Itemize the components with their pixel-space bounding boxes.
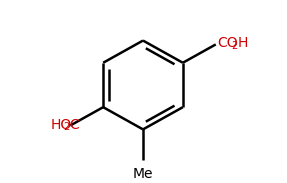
Text: Me: Me [133,167,153,181]
Text: C: C [69,117,79,132]
Text: H: H [238,36,248,51]
Text: HO: HO [50,117,71,132]
Text: 2: 2 [63,122,69,132]
Text: CO: CO [218,36,238,51]
Text: 2: 2 [232,41,238,51]
